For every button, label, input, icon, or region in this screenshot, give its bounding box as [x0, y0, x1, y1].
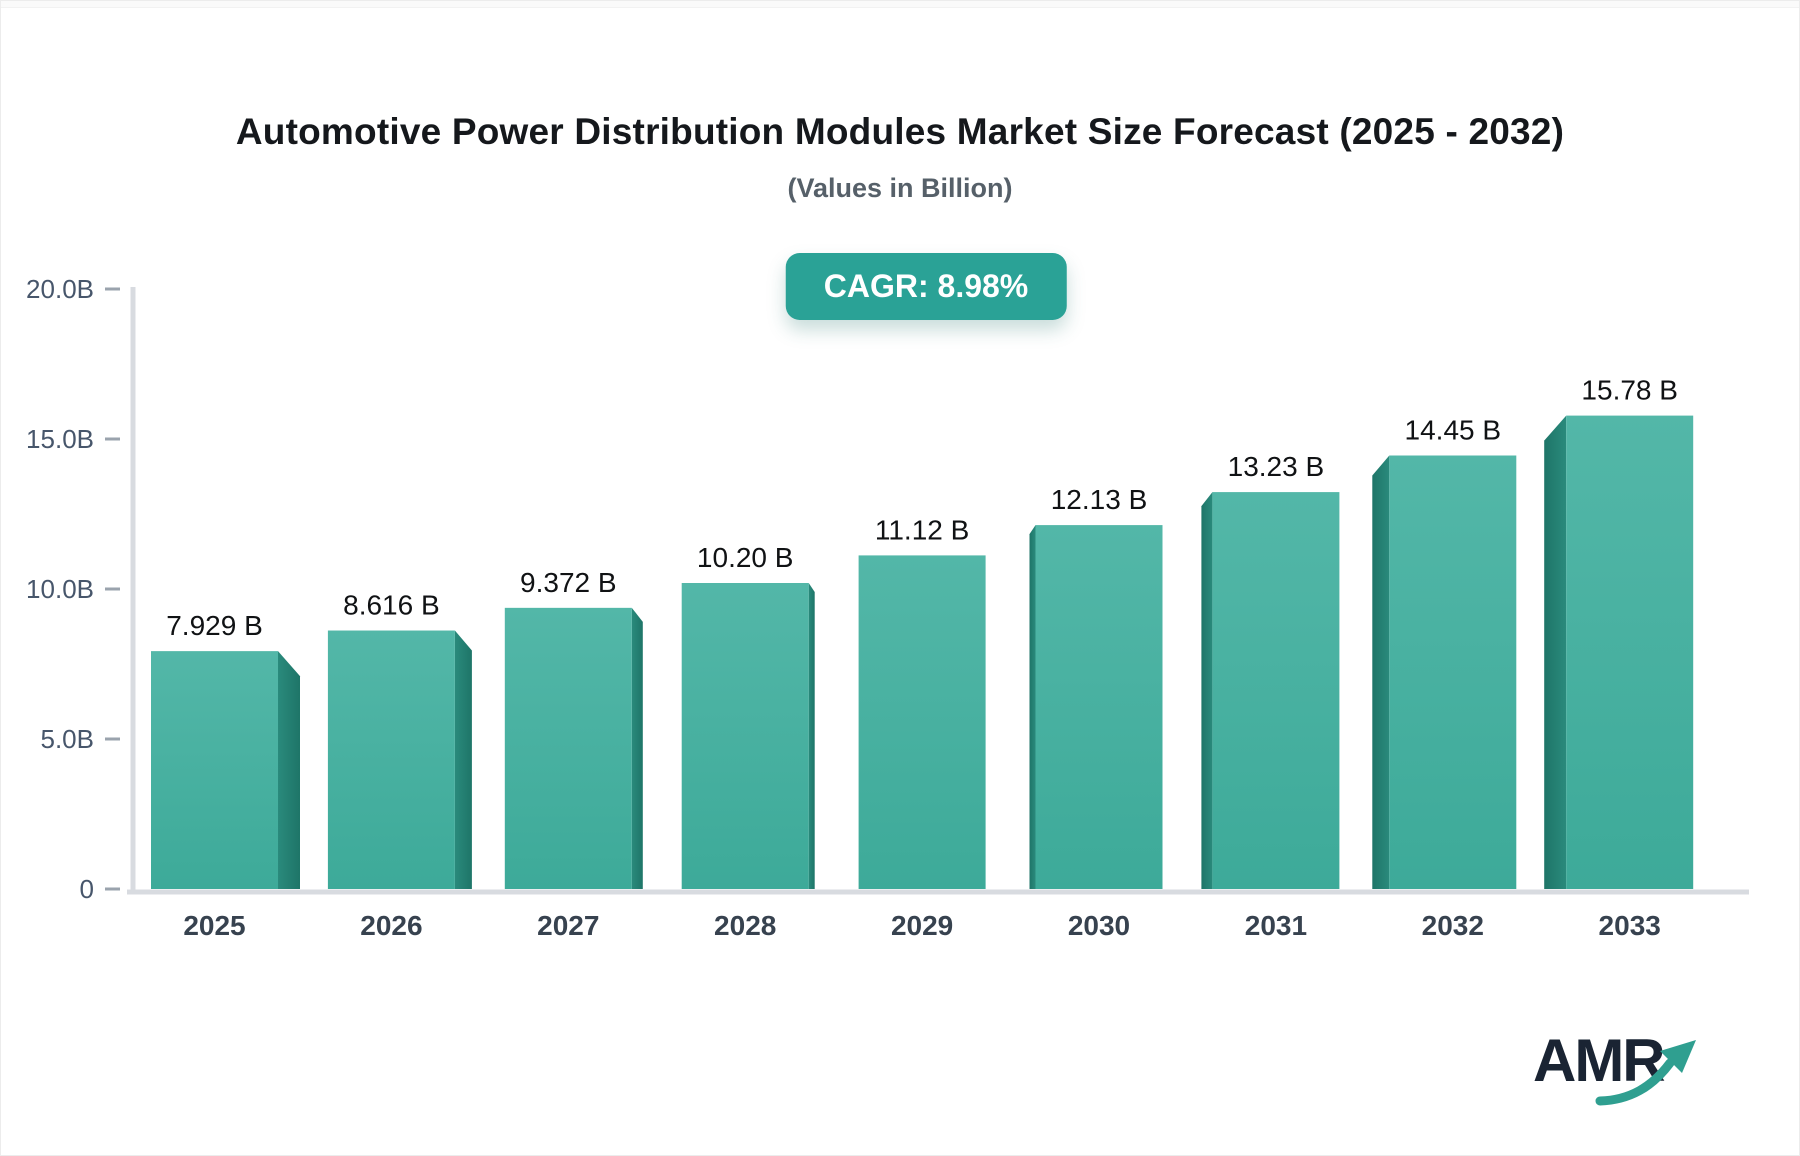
bar-face — [1389, 455, 1517, 889]
bar-face — [1566, 415, 1694, 889]
bar-value-label: 13.23 B — [1228, 451, 1325, 482]
bar-side — [1029, 525, 1036, 889]
y-tick-label: 20.0B — [26, 274, 94, 304]
bar-face — [1035, 525, 1163, 889]
bar-group-2031: 13.23 B 2031 — [1201, 451, 1340, 941]
bar-group-2033: 15.78 B 2033 — [1544, 375, 1694, 941]
bar-side — [808, 583, 815, 889]
bar-group-2032: 14.45 B 2032 — [1372, 415, 1517, 941]
x-axis-label: 2027 — [537, 910, 599, 941]
x-axis-label: 2025 — [183, 910, 245, 941]
bar-side — [278, 651, 300, 889]
chart-subtitle: (Values in Billion) — [787, 173, 1013, 203]
bar-value-label: 10.20 B — [697, 542, 794, 573]
y-tick-label: 15.0B — [26, 424, 94, 454]
bar-face — [858, 555, 986, 889]
x-axis-label: 2031 — [1245, 910, 1307, 941]
page-top-strip — [1, 1, 1799, 8]
bar-side — [1201, 492, 1213, 889]
bar-face — [504, 607, 632, 889]
growth-arrow-icon — [1595, 1040, 1696, 1106]
brand-logo-text: AMR — [1533, 1027, 1666, 1094]
x-axis-label: 2030 — [1068, 910, 1130, 941]
bar-face — [1212, 492, 1340, 889]
x-axis-label: 2029 — [891, 910, 953, 941]
bar-side — [454, 630, 472, 889]
bar-value-label: 7.929 B — [166, 610, 263, 641]
x-axis-label: 2026 — [360, 910, 422, 941]
bar-value-label: 14.45 B — [1405, 415, 1502, 446]
bar-group-2026: 8.616 B 2026 — [327, 590, 472, 941]
bar-group-2030: 12.13 B 2030 — [1029, 484, 1163, 941]
bar-side — [1544, 415, 1567, 889]
cagr-badge: CAGR: 8.98% — [785, 253, 1067, 320]
bar-face — [681, 583, 809, 889]
x-axis-label: 2033 — [1599, 910, 1661, 941]
bar-face — [151, 651, 278, 889]
x-axis-label: 2032 — [1422, 910, 1484, 941]
y-tick-label: 0 — [80, 874, 94, 904]
bar-group-2027: 9.372 B 2027 — [504, 567, 643, 941]
bar-value-label: 8.616 B — [343, 590, 440, 621]
y-tick-label: 5.0B — [41, 724, 95, 754]
bar-group-2029: 11.12 B 2029 — [858, 514, 986, 941]
bar-group-2025: 7.929 B 2025 — [151, 610, 300, 941]
bar-side — [1372, 455, 1390, 889]
bar-side — [631, 607, 643, 889]
bar-value-label: 15.78 B — [1581, 375, 1678, 406]
bar-group-2028: 10.20 B 2028 — [681, 542, 815, 941]
bar-value-label: 11.12 B — [875, 514, 969, 545]
x-axis-label: 2028 — [714, 910, 776, 941]
bar-value-label: 9.372 B — [520, 567, 617, 598]
bar-value-label: 12.13 B — [1051, 484, 1148, 515]
y-tick-label: 10.0B — [26, 574, 94, 604]
bar-face — [327, 630, 455, 889]
chart-title: Automotive Power Distribution Modules Ma… — [235, 111, 1565, 152]
